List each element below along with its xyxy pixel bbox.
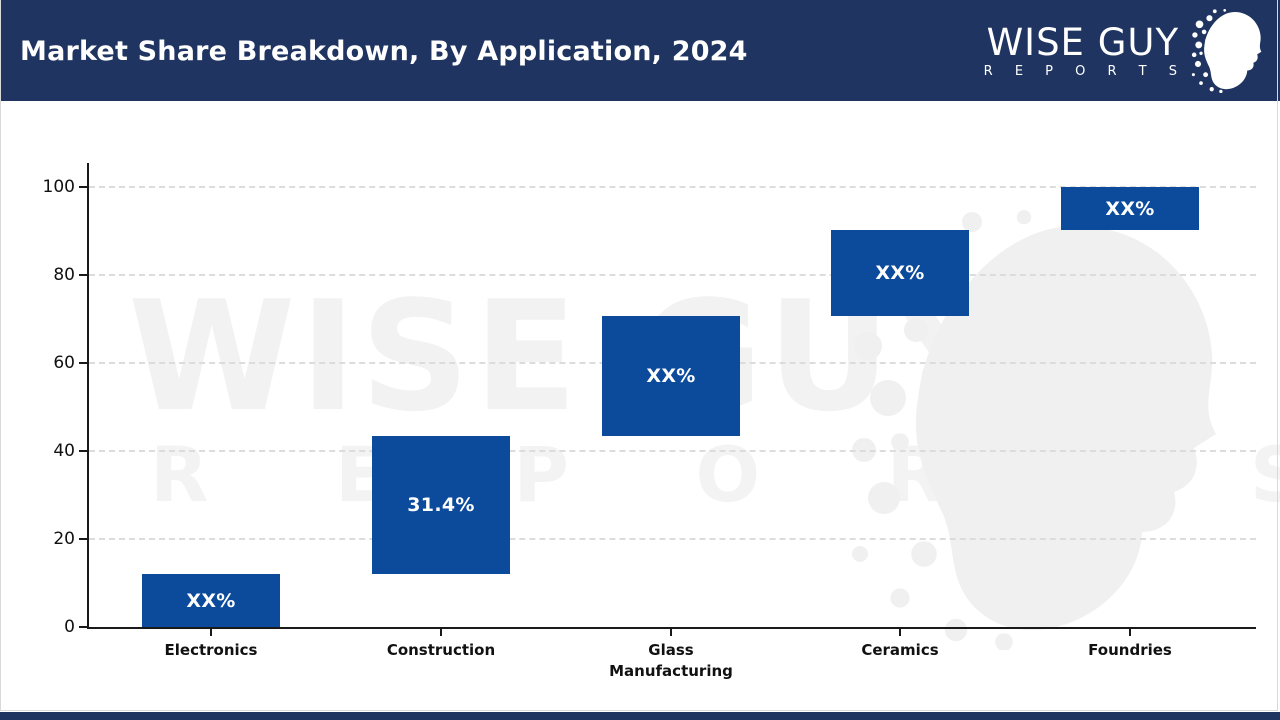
y-tick-label-60: 60 [53, 353, 75, 373]
x-tick-label-3: Ceramics [790, 640, 1010, 661]
x-tick-label-line: Glass [648, 641, 694, 659]
bar-value-label: XX% [646, 364, 696, 387]
x-tick-label-line: Electronics [164, 641, 258, 659]
x-tick-3 [899, 629, 901, 636]
x-tick-label-line: Manufacturing [609, 662, 733, 680]
bar-value-label: XX% [1105, 197, 1155, 220]
bar-construction: 31.4% [372, 436, 510, 575]
logo-face-dots-icon [1191, 9, 1262, 93]
y-tick-20 [79, 538, 87, 540]
y-tick-60 [79, 362, 87, 364]
x-tick-label-line: Construction [386, 641, 496, 659]
logo-text: WISE GUY R E P O R T S [980, 21, 1186, 80]
bar-foundries: XX% [1061, 187, 1199, 231]
y-tick-80 [79, 274, 87, 276]
watermark-text-wiseguy: WISE GUY [128, 268, 1009, 445]
y-tick-label-20: 20 [53, 529, 75, 549]
x-tick-label-line: Foundries [1088, 641, 1172, 659]
logo-subtitle: R E P O R T S [983, 64, 1186, 79]
y-tick-label-80: 80 [53, 265, 75, 285]
y-axis-line [87, 163, 89, 629]
gridline-y20 [89, 538, 1256, 540]
bar-glass-manufacturing: XX% [602, 315, 740, 437]
header-bar: Market Share Breakdown, By Application, … [0, 0, 1280, 101]
x-tick-label-2: Glass Manufacturing [561, 640, 781, 682]
x-tick-4 [1129, 629, 1131, 636]
wise-guy-reports-logo: WISE GUY R E P O R T S [980, 8, 1266, 94]
gridline-y100 [89, 186, 1256, 188]
watermark-text-reports: R E P O R T S [150, 430, 1280, 519]
x-tick-label-1: Construction [331, 640, 551, 661]
x-tick-0 [210, 629, 212, 636]
bar-value-label: 31.4% [407, 494, 475, 517]
gridline-y40 [89, 450, 1256, 452]
page-title: Market Share Breakdown, By Application, … [20, 36, 748, 67]
gridline-y80 [89, 274, 1256, 276]
x-axis-line [87, 627, 1256, 629]
bar-electronics: XX% [142, 574, 280, 627]
y-tick-40 [79, 450, 87, 452]
y-tick-label-40: 40 [53, 441, 75, 461]
y-tick-100 [79, 186, 87, 188]
y-tick-0 [79, 626, 87, 628]
bar-value-label: XX% [186, 589, 236, 612]
x-tick-label-line: Ceramics [861, 641, 939, 659]
x-tick-1 [440, 629, 442, 636]
y-tick-label-100: 100 [42, 177, 75, 197]
footer-bar [0, 712, 1280, 720]
watermark-face-dots-graphic [852, 210, 1216, 650]
bar-value-label: XX% [875, 262, 925, 284]
bar-ceramics: XX% [831, 230, 969, 316]
logo-wordmark: WISE GUY [986, 21, 1180, 64]
x-tick-label-4: Foundries [1020, 640, 1240, 661]
x-tick-label-0: Electronics [101, 640, 321, 661]
x-tick-2 [670, 629, 672, 636]
y-tick-label-0: 0 [64, 617, 75, 637]
